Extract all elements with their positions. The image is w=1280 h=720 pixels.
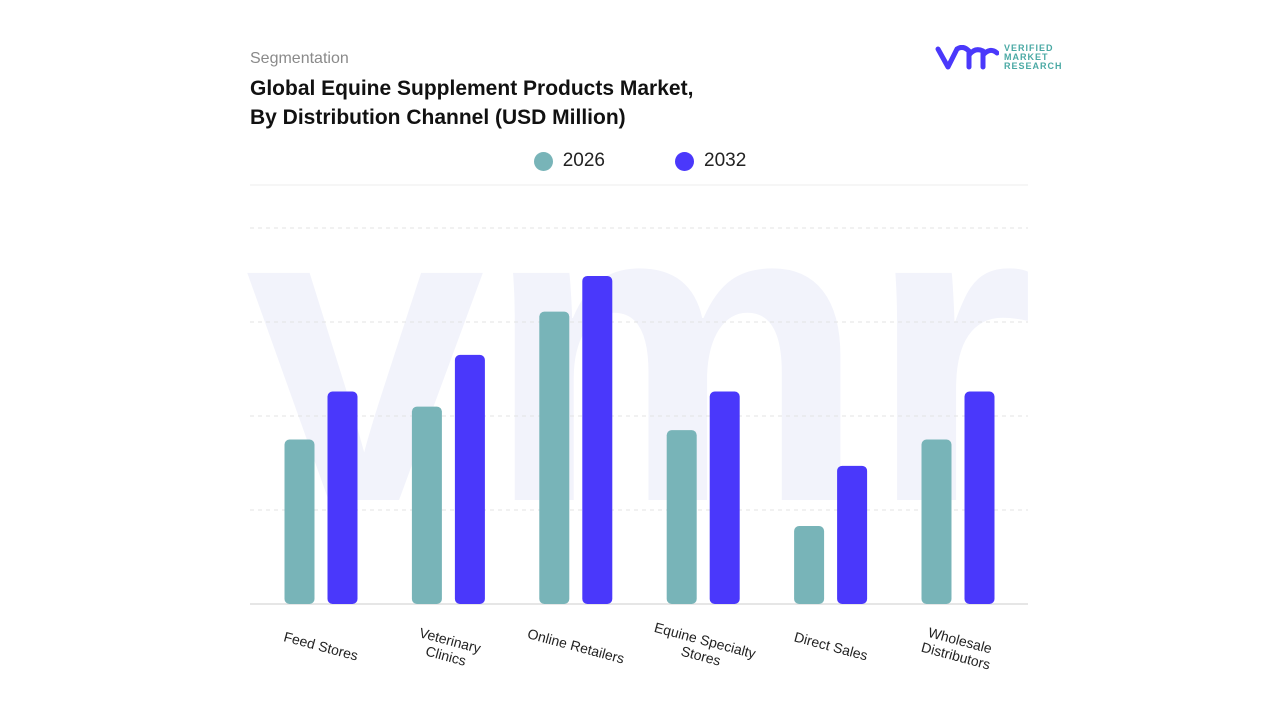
- legend-label-2032: 2032: [704, 150, 747, 171]
- legend-item-2026: 2026: [533, 150, 605, 172]
- bar-2032: [327, 391, 358, 604]
- title-line-1: Global Equine Supplement Products Market…: [250, 77, 694, 100]
- legend-label-2026: 2026: [562, 150, 605, 171]
- legend: 2026 2032: [0, 150, 1280, 172]
- title-line-2: By Distribution Channel (USD Million): [250, 106, 626, 129]
- bar-2032: [709, 391, 740, 604]
- legend-swatch-2032: [675, 151, 694, 171]
- logo-text-line-3: RESEARCH: [1004, 61, 1063, 71]
- bar-2026: [539, 311, 570, 604]
- legend-swatch-2026: [533, 151, 553, 171]
- vmr-logo: VERIFIED MARKET RESEARCH: [935, 44, 1063, 71]
- watermark-logo: vmr: [246, 112, 1035, 592]
- bar-2026: [411, 406, 442, 604]
- bar-2026: [284, 439, 315, 604]
- logo-text-line-2: MARKET: [1004, 52, 1049, 62]
- bar-2032: [964, 391, 995, 604]
- chart-title: Global Equine Supplement Products Market…: [250, 74, 693, 132]
- vmr-logo-icon: [935, 44, 999, 69]
- legend-item-2032: 2032: [675, 150, 746, 172]
- bar-2032: [582, 275, 613, 604]
- bar-2032: [454, 354, 485, 604]
- bar-2026: [921, 439, 952, 604]
- bar-2026: [794, 525, 825, 604]
- bar-2032: [837, 465, 868, 604]
- segment-label: Segmentation: [250, 50, 349, 67]
- logo-text: VERIFIED MARKET RESEARCH: [1004, 44, 1063, 71]
- bar-2026: [666, 430, 697, 604]
- logo-text-line-1: VERIFIED: [1004, 43, 1054, 53]
